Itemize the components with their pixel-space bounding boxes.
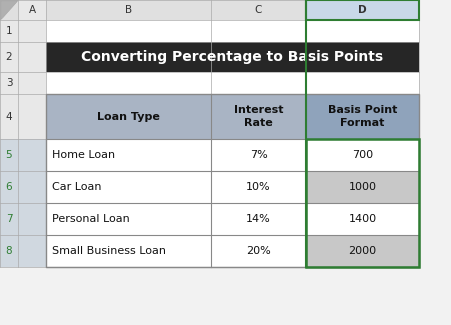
- Text: C: C: [255, 5, 262, 15]
- Bar: [306, 139, 419, 267]
- Text: Small Business Loan: Small Business Loan: [52, 246, 166, 256]
- Text: 2000: 2000: [349, 246, 377, 256]
- Polygon shape: [0, 0, 18, 20]
- Bar: [306, 139, 419, 171]
- Bar: [0, 0, 419, 20]
- Text: B: B: [125, 5, 132, 15]
- Bar: [0, 42, 46, 72]
- Bar: [46, 94, 419, 267]
- Text: 1400: 1400: [349, 214, 377, 224]
- Text: 5: 5: [6, 150, 12, 160]
- Bar: [0, 203, 46, 235]
- Text: Converting Percentage to Basis Points: Converting Percentage to Basis Points: [82, 50, 383, 64]
- Text: 4: 4: [6, 111, 12, 122]
- Bar: [0, 20, 46, 42]
- Bar: [306, 235, 419, 267]
- Polygon shape: [0, 0, 18, 20]
- Text: 10%: 10%: [246, 182, 271, 192]
- Text: Loan Type: Loan Type: [97, 111, 160, 122]
- Text: D: D: [358, 5, 367, 15]
- Text: Personal Loan: Personal Loan: [52, 214, 130, 224]
- Text: 3: 3: [6, 78, 12, 88]
- Text: 20%: 20%: [246, 246, 271, 256]
- Bar: [0, 235, 46, 267]
- Bar: [46, 94, 306, 139]
- Text: Car Loan: Car Loan: [52, 182, 101, 192]
- Text: 1: 1: [6, 26, 12, 36]
- Text: 6: 6: [6, 182, 12, 192]
- Bar: [46, 20, 419, 267]
- Bar: [0, 171, 46, 203]
- Text: 8: 8: [6, 246, 12, 256]
- Text: 700: 700: [352, 150, 373, 160]
- Text: Home Loan: Home Loan: [52, 150, 115, 160]
- Bar: [0, 139, 46, 171]
- Text: A: A: [28, 5, 36, 15]
- Text: Basis Point
Format: Basis Point Format: [328, 105, 397, 128]
- Bar: [0, 94, 46, 139]
- Text: 7%: 7%: [249, 150, 267, 160]
- Bar: [306, 171, 419, 203]
- Bar: [306, 0, 419, 20]
- Text: 7: 7: [6, 214, 12, 224]
- Bar: [0, 72, 46, 94]
- Bar: [306, 203, 419, 235]
- Polygon shape: [2, 2, 16, 18]
- Bar: [306, 94, 419, 139]
- Bar: [46, 42, 419, 72]
- Text: 2: 2: [6, 52, 12, 62]
- Text: 14%: 14%: [246, 214, 271, 224]
- Text: Interest
Rate: Interest Rate: [234, 105, 283, 128]
- Text: 1000: 1000: [349, 182, 377, 192]
- Bar: [306, 0, 419, 20]
- Bar: [0, 0, 46, 267]
